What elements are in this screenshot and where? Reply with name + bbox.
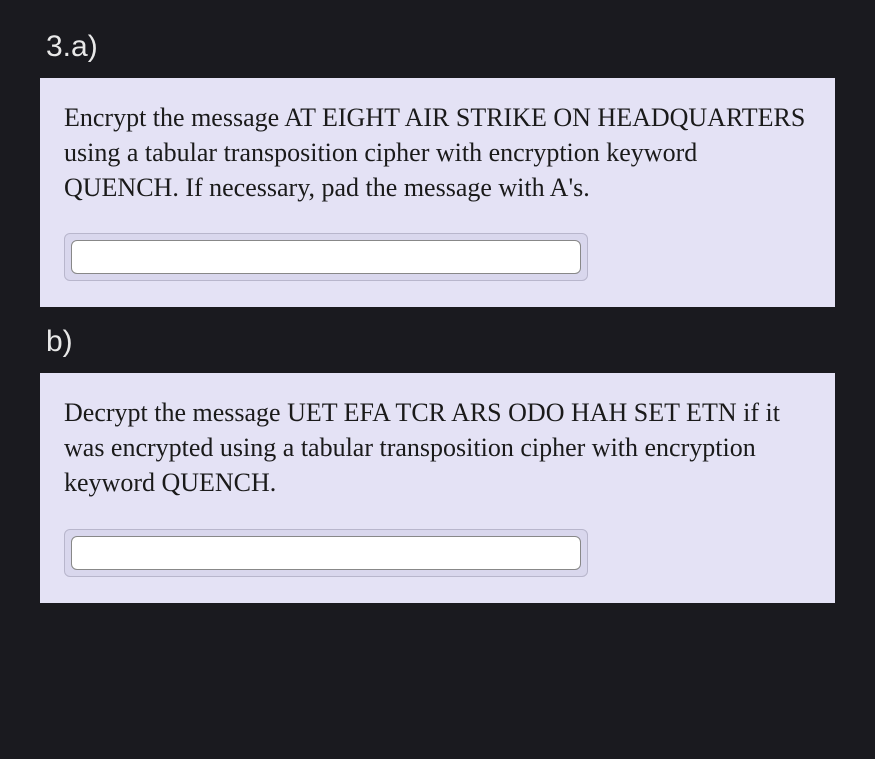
question-card-b: Decrypt the message UET EFA TCR ARS ODO …	[40, 373, 835, 602]
question-text-b: Decrypt the message UET EFA TCR ARS ODO …	[64, 395, 811, 500]
question-card-a: Encrypt the message AT EIGHT AIR STRIKE …	[40, 78, 835, 307]
answer-input-wrap-a	[64, 233, 588, 281]
answer-input-b[interactable]	[71, 536, 581, 570]
question-text-a: Encrypt the message AT EIGHT AIR STRIKE …	[64, 100, 811, 205]
question-label-a: 3.a)	[46, 30, 835, 64]
question-label-b: b)	[46, 325, 835, 359]
answer-input-a[interactable]	[71, 240, 581, 274]
answer-input-wrap-b	[64, 529, 588, 577]
